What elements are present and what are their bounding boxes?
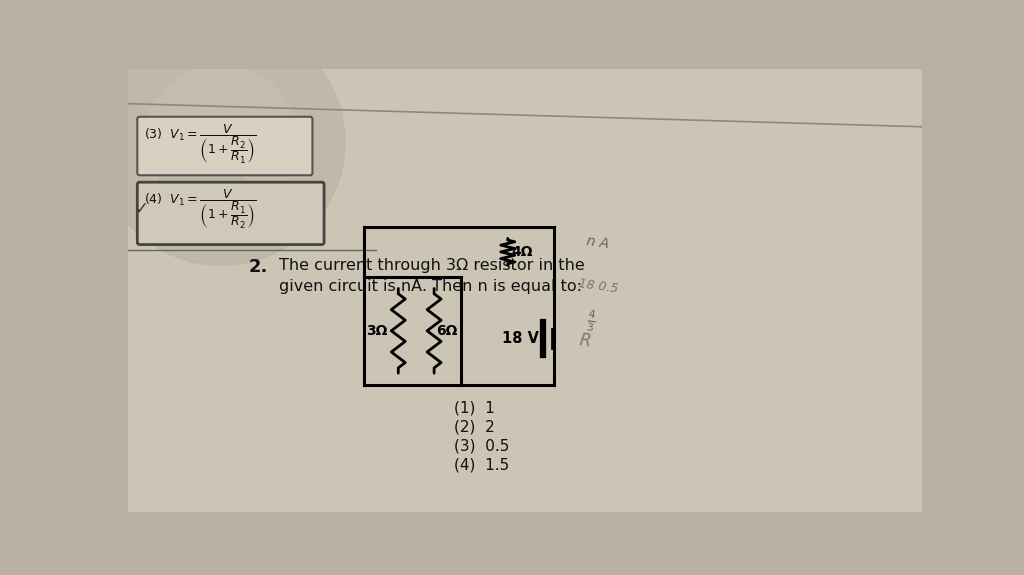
Text: (3)  0.5: (3) 0.5 — [454, 439, 509, 454]
Text: (4)  $V_1 = \dfrac{V}{\left(1+\dfrac{R_1}{R_2}\right)}$: (4) $V_1 = \dfrac{V}{\left(1+\dfrac{R_1}… — [143, 189, 256, 231]
Circle shape — [97, 19, 345, 265]
FancyBboxPatch shape — [137, 117, 312, 175]
Text: 18 0.5: 18 0.5 — [578, 277, 618, 296]
Text: 2.: 2. — [248, 258, 267, 275]
Text: 3Ω: 3Ω — [366, 324, 387, 338]
Text: $\frac{4}{3}$: $\frac{4}{3}$ — [586, 308, 598, 334]
Text: 18 V: 18 V — [502, 331, 539, 346]
Text: 6Ω: 6Ω — [435, 324, 457, 338]
Text: The current through 3Ω resistor in the
given circuit is nA. Then n is equal to:: The current through 3Ω resistor in the g… — [280, 258, 585, 294]
Text: (3)  $V_1 = \dfrac{V}{\left(1+\dfrac{R_2}{R_1}\right)}$: (3) $V_1 = \dfrac{V}{\left(1+\dfrac{R_2}… — [143, 123, 256, 166]
Circle shape — [159, 131, 245, 215]
Text: n A: n A — [586, 235, 609, 252]
Text: (1)  1: (1) 1 — [454, 400, 495, 415]
Text: 4Ω: 4Ω — [512, 245, 534, 259]
Text: (2)  2: (2) 2 — [454, 419, 495, 434]
Text: $\checkmark$: $\checkmark$ — [134, 198, 147, 217]
FancyBboxPatch shape — [137, 182, 324, 244]
Text: R: R — [578, 331, 592, 350]
Circle shape — [143, 65, 299, 219]
Text: (4)  1.5: (4) 1.5 — [454, 458, 509, 473]
